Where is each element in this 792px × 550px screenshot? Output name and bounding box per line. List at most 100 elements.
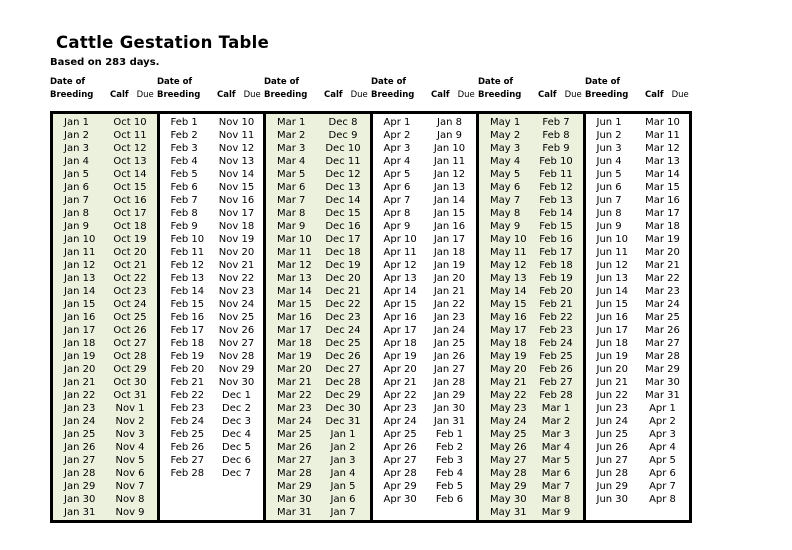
- breeding-date-cell: May 18: [490, 338, 527, 350]
- table-row: Jun 29 Apr 7: [586, 480, 690, 493]
- table-row: May 25 Mar 3: [479, 428, 583, 441]
- breeding-date-cell: Mar 1: [277, 117, 306, 128]
- table-row: Mar 25 Jan 1: [266, 428, 370, 441]
- table-row: Jan 28 Nov 6: [53, 467, 157, 480]
- due-date-cell: Nov 29: [218, 364, 255, 376]
- breeding-date-cell: May 10: [490, 234, 527, 246]
- due-date-cell: Nov 1: [115, 403, 145, 415]
- breeding-date-cell: Apr 2: [383, 130, 411, 142]
- due-date-cell: Nov 5: [115, 455, 145, 467]
- breeding-date-cell: Feb 20: [170, 364, 205, 376]
- due-date-cell: Jan 7: [330, 507, 356, 519]
- table-row: Mar 17 Dec 24: [266, 324, 370, 337]
- breeding-date-cell: Apr 12: [383, 260, 417, 272]
- table-row: Apr 28 Feb 4: [373, 467, 477, 480]
- page-title: Cattle Gestation Table: [56, 33, 270, 52]
- breeding-date-cell: Jan 13: [64, 273, 96, 285]
- table-row: Jan 20 Oct 29: [53, 363, 157, 376]
- breeding-date-cell: May 13: [490, 273, 527, 285]
- due-date-cell: Oct 15: [113, 182, 147, 194]
- table-row: Jan 9 Oct 18: [53, 220, 157, 233]
- breeding-date-cell: Mar 18: [277, 338, 312, 350]
- table-row: May 26 Mar 4: [479, 441, 583, 454]
- breeding-date-cell: Apr 15: [383, 299, 417, 311]
- breeding-date-cell: May 16: [490, 312, 527, 324]
- table-row: May 1 Feb 7: [479, 116, 583, 129]
- table-row: Apr 23 Jan 30: [373, 402, 477, 415]
- breeding-date-cell: Mar 29: [277, 481, 312, 493]
- breeding-date-cell: Feb 27: [170, 455, 205, 467]
- table-row: Feb 4 Nov 13: [160, 155, 264, 168]
- date-of-label: Date of: [478, 77, 514, 87]
- breeding-date-cell: Jun 15: [596, 299, 629, 311]
- due-date-cell: Dec 1: [222, 390, 251, 402]
- table-row: Apr 6 Jan 13: [373, 181, 477, 194]
- table-row: Jan 31 Nov 9: [53, 506, 157, 519]
- due-date-cell: Nov 24: [218, 299, 255, 311]
- table-row: Mar 12 Dec 19: [266, 259, 370, 272]
- due-date-cell: Oct 26: [113, 325, 147, 337]
- due-date-cell: Dec 22: [325, 299, 361, 311]
- breeding-label: Breeding: [585, 89, 629, 100]
- table-row: Mar 13 Dec 20: [266, 272, 370, 285]
- breeding-date-cell: Apr 17: [383, 325, 417, 337]
- breeding-date-cell: May 4: [490, 156, 521, 168]
- breeding-date-cell: Jan 15: [64, 299, 96, 311]
- breeding-date-cell: Feb 14: [170, 286, 205, 298]
- breeding-date-cell: Jun 21: [596, 377, 629, 389]
- table-row: Jan 12 Oct 21: [53, 259, 157, 272]
- table-row: Jun 16 Mar 25: [586, 311, 690, 324]
- date-of-label: Date of: [585, 77, 621, 87]
- due-date-cell: Mar 2: [541, 416, 571, 428]
- due-date-cell: Feb 7: [542, 117, 570, 128]
- table-row: Feb 28 Dec 7: [160, 467, 264, 480]
- column-header-group: Date of Breeding Calf Due: [264, 76, 371, 101]
- breeding-date-cell: May 28: [490, 468, 527, 480]
- table-row: Jan 18 Oct 27: [53, 337, 157, 350]
- breeding-date-cell: May 26: [490, 442, 527, 454]
- table-row: Feb 21 Nov 30: [160, 376, 264, 389]
- column-header-group: Date of Breeding Calf Due: [478, 76, 585, 101]
- table-row: Apr 1 Jan 8: [373, 116, 477, 129]
- due-date-cell: Jan 20: [433, 273, 466, 285]
- table-row: Feb 6 Nov 15: [160, 181, 264, 194]
- calf-due-header: Calf Due: [217, 89, 261, 102]
- breeding-date-cell: May 31: [490, 507, 527, 519]
- due-date-cell: Jan 4: [330, 468, 356, 480]
- table-row: May 13 Feb 19: [479, 272, 583, 285]
- calf-label: Calf: [538, 89, 557, 100]
- breeding-date-cell: Mar 4: [277, 156, 306, 168]
- due-label: Due: [564, 89, 582, 100]
- month-section-march: Mar 1 Dec 8 Mar 2 Dec 9 Mar 3 Dec 10 Mar…: [263, 114, 370, 520]
- breeding-date-cell: Jun 20: [596, 364, 629, 376]
- table-row: Feb 19 Nov 28: [160, 350, 264, 363]
- table-row: Apr 30 Feb 6: [373, 493, 477, 506]
- table-row: Jun 10 Mar 19: [586, 233, 690, 246]
- due-date-cell: Feb 8: [542, 130, 570, 142]
- table-row: Apr 19 Jan 26: [373, 350, 477, 363]
- breeding-date-cell: Mar 12: [277, 260, 312, 272]
- table-row: Jun 9 Mar 18: [586, 220, 690, 233]
- breeding-date-cell: Mar 25: [277, 429, 312, 441]
- breeding-date-cell: Apr 30: [383, 494, 417, 506]
- due-date-cell: Dec 18: [325, 247, 361, 259]
- table-row: Jun 3 Mar 12: [586, 142, 690, 155]
- table-row: Jun 19 Mar 28: [586, 350, 690, 363]
- breeding-date-cell: Jan 31: [64, 507, 96, 519]
- due-date-cell: Feb 10: [539, 156, 573, 168]
- table-row: Apr 12 Jan 19: [373, 259, 477, 272]
- breeding-date-cell: Jan 11: [64, 247, 96, 259]
- table-row: Feb 7 Nov 16: [160, 194, 264, 207]
- breeding-date-cell: Feb 13: [170, 273, 205, 285]
- table-row: Jan 2 Oct 11: [53, 129, 157, 142]
- breeding-date-cell: Jan 3: [64, 143, 89, 155]
- date-of-label: Date of: [157, 77, 193, 87]
- due-date-cell: Apr 4: [649, 442, 676, 454]
- due-date-cell: Jan 9: [437, 130, 462, 142]
- due-date-cell: Dec 28: [325, 377, 361, 389]
- due-date-cell: Feb 3: [435, 455, 464, 467]
- due-date-cell: Dec 3: [222, 416, 251, 428]
- breeding-date-cell: Jun 18: [596, 338, 629, 350]
- table-row: Mar 20 Dec 27: [266, 363, 370, 376]
- calf-due-header: Calf Due: [110, 89, 154, 102]
